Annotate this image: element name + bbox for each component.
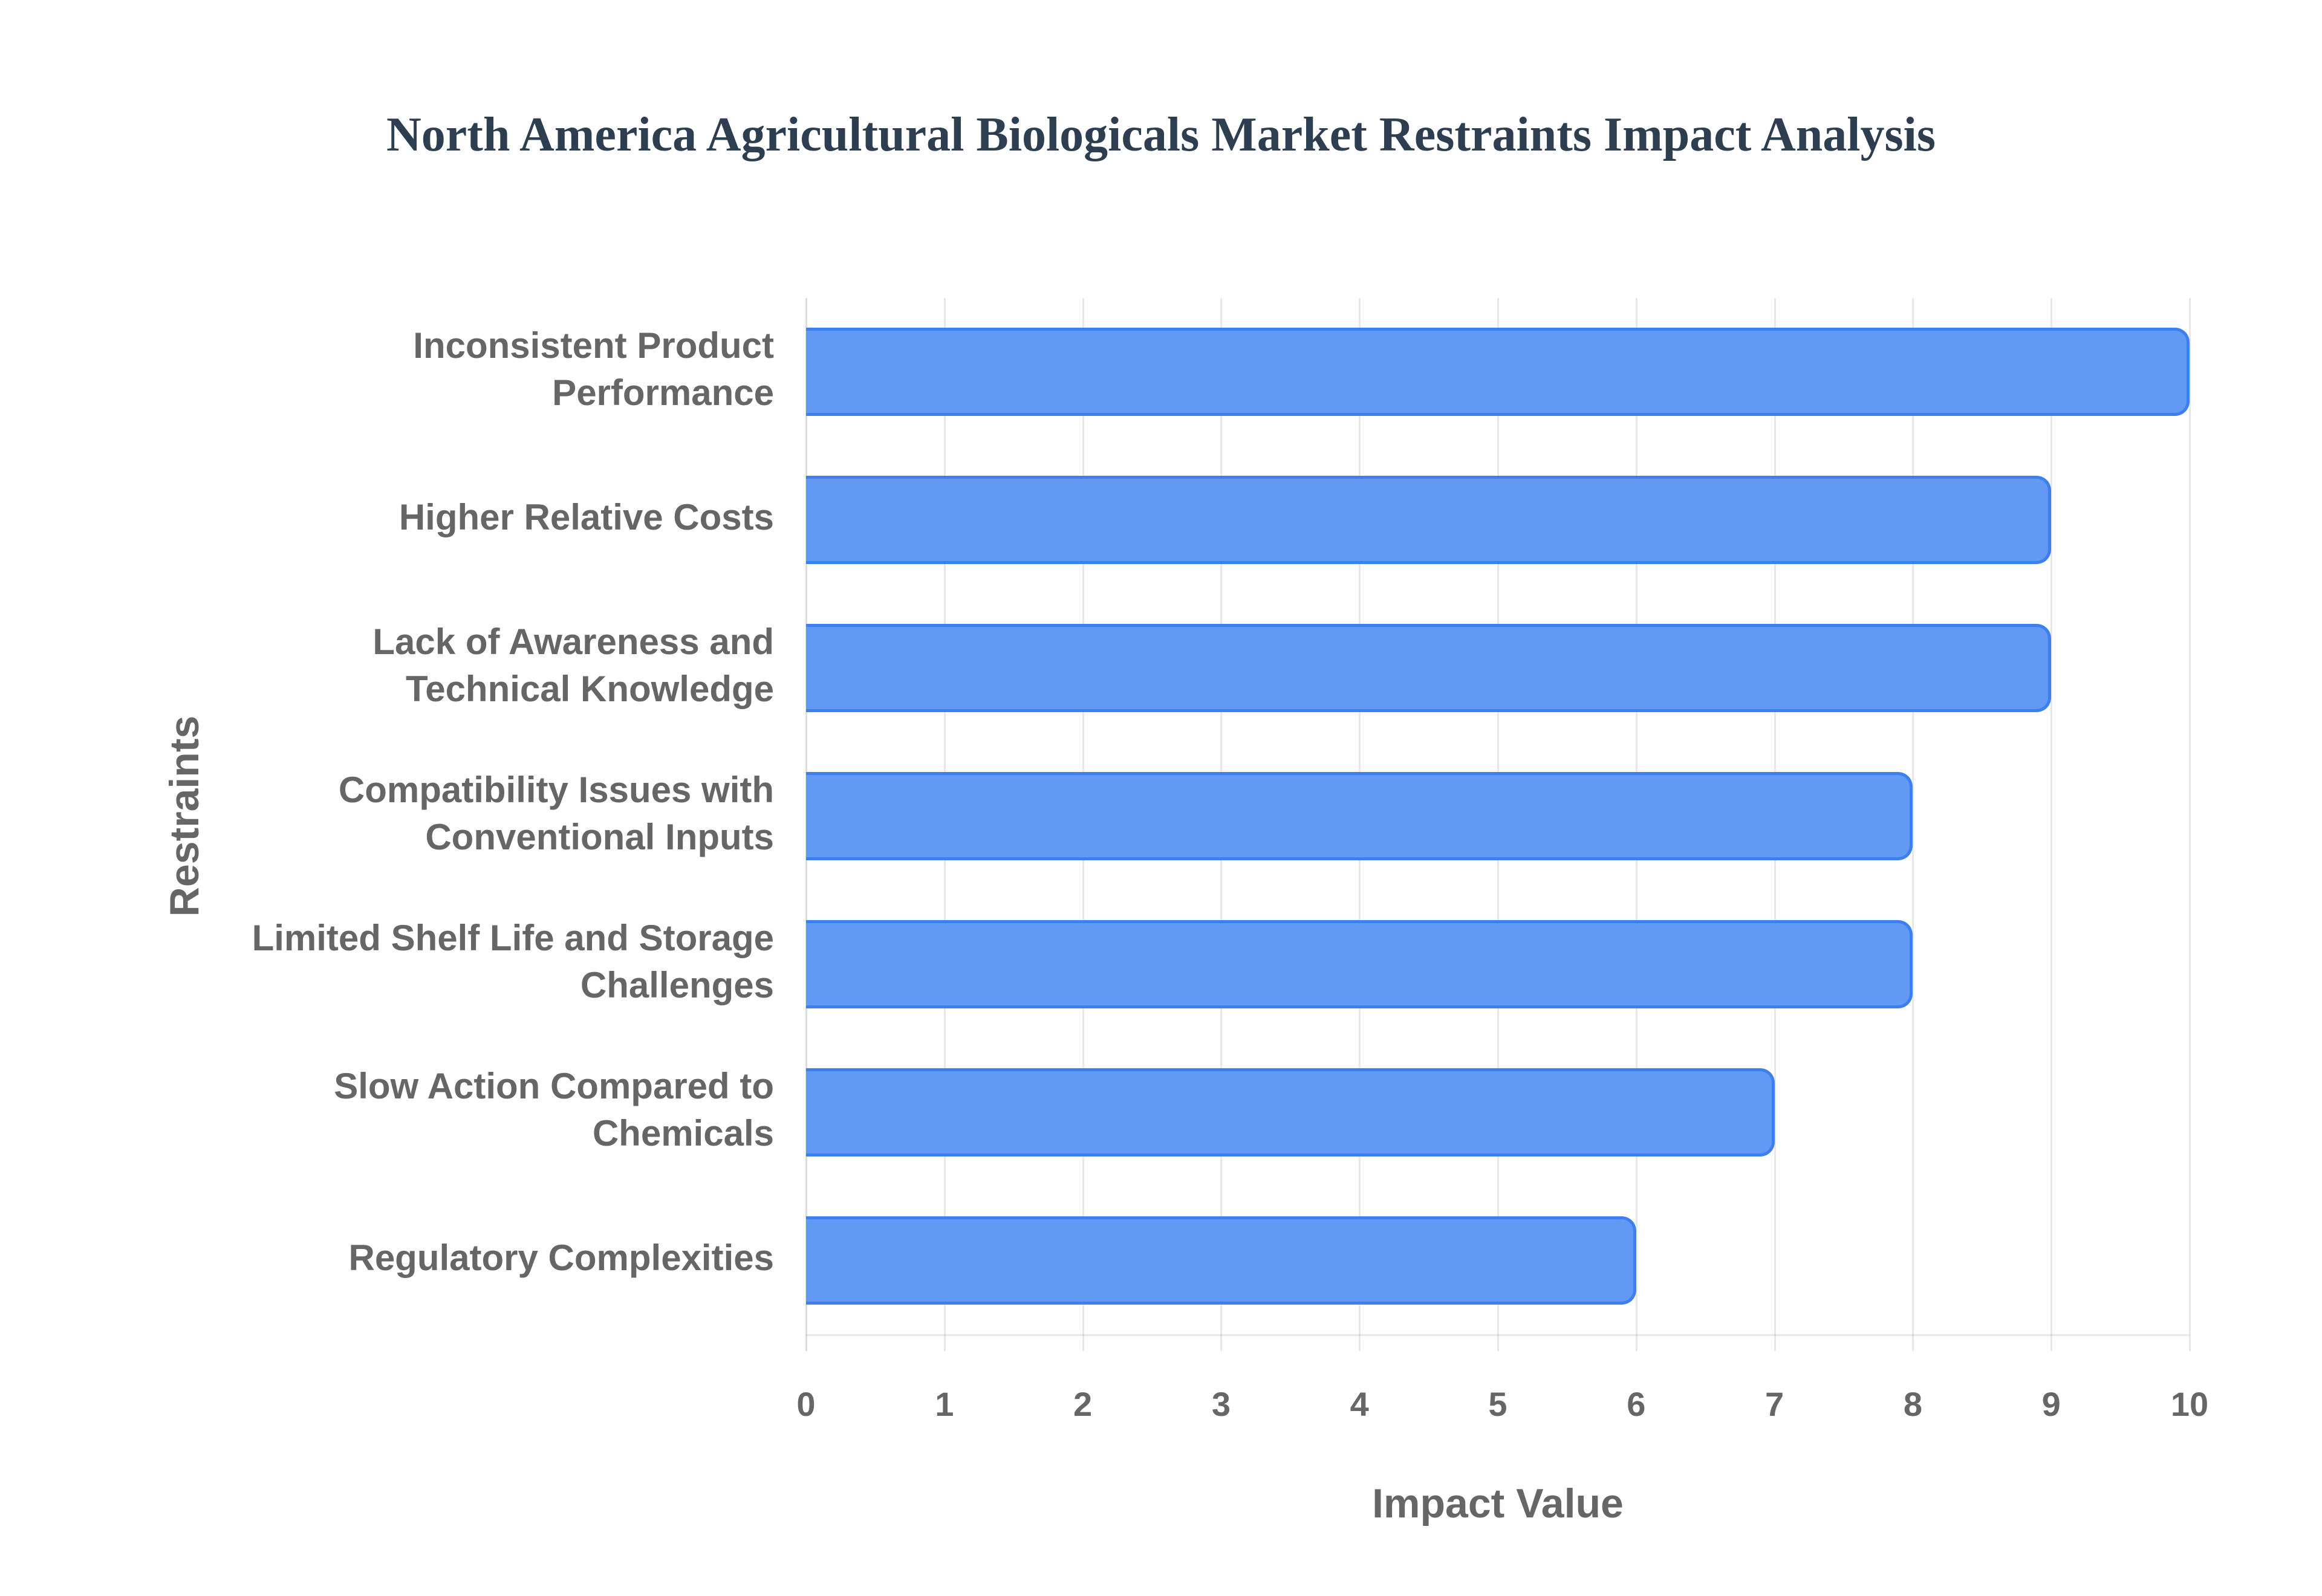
x-tick-label: 1 [935, 1385, 954, 1423]
x-tick-label: 0 [796, 1385, 816, 1423]
x-tick-label: 10 [2170, 1385, 2209, 1423]
x-tick-label: 4 [1350, 1385, 1369, 1423]
gridline [2050, 298, 2053, 1351]
plot-area [805, 298, 2191, 1351]
x-tick-label: 7 [1765, 1385, 1784, 1423]
y-category-label-line: Challenges [580, 964, 774, 1005]
bar[interactable] [806, 1216, 1636, 1305]
x-tick-label: 2 [1073, 1385, 1093, 1423]
y-category-label: Regulatory Complexities [109, 1234, 774, 1282]
x-tick-label: 3 [1211, 1385, 1231, 1423]
y-category-label-line: Regulatory Complexities [348, 1237, 774, 1278]
y-category-label-line: Conventional Inputs [425, 817, 774, 857]
x-tick-label: 9 [2041, 1385, 2061, 1423]
chart-title: North America Agricultural Biologicals M… [386, 108, 1936, 161]
bar[interactable] [806, 920, 1913, 1008]
bar[interactable] [806, 1068, 1775, 1156]
bar[interactable] [806, 328, 2190, 417]
bar[interactable] [806, 772, 1913, 860]
y-category-label: Slow Action Compared to Chemicals [109, 1063, 774, 1157]
bar[interactable] [806, 476, 2052, 565]
y-category-label: Compatibility Issues with Conventional In… [109, 767, 774, 861]
y-category-label-line: Higher Relative Costs [398, 497, 774, 538]
y-category-label: Higher Relative Costs [109, 494, 774, 541]
x-tick-label: 8 [1903, 1385, 1922, 1423]
y-category-label-line: Limited Shelf Life and Storage [252, 917, 774, 958]
x-axis-line [806, 1334, 2190, 1336]
y-category-label-line: Performance [552, 372, 774, 414]
x-tick-label: 5 [1488, 1385, 1507, 1423]
bar[interactable] [806, 624, 2052, 713]
y-category-label: Lack of Awareness and Technical Knowledge [109, 618, 774, 713]
y-category-label: Limited Shelf Life and Storage Challenges [109, 915, 774, 1009]
x-tick-label: 6 [1627, 1385, 1646, 1423]
y-category-label-line: Slow Action Compared to [334, 1065, 774, 1106]
gridline [1912, 298, 1914, 1351]
y-category-label-line: Chemicals [592, 1112, 774, 1153]
gridline [2189, 298, 2191, 1351]
y-category-label-line: Inconsistent Product [413, 325, 774, 366]
y-category-label-line: Lack of Awareness and [372, 621, 774, 663]
y-category-label-line: Technical Knowledge [406, 669, 774, 710]
x-axis-title: Impact Value [1372, 1481, 1624, 1526]
y-category-label-line: Compatibility Issues with [338, 770, 774, 810]
y-category-label: Inconsistent Product Performance [109, 322, 774, 417]
